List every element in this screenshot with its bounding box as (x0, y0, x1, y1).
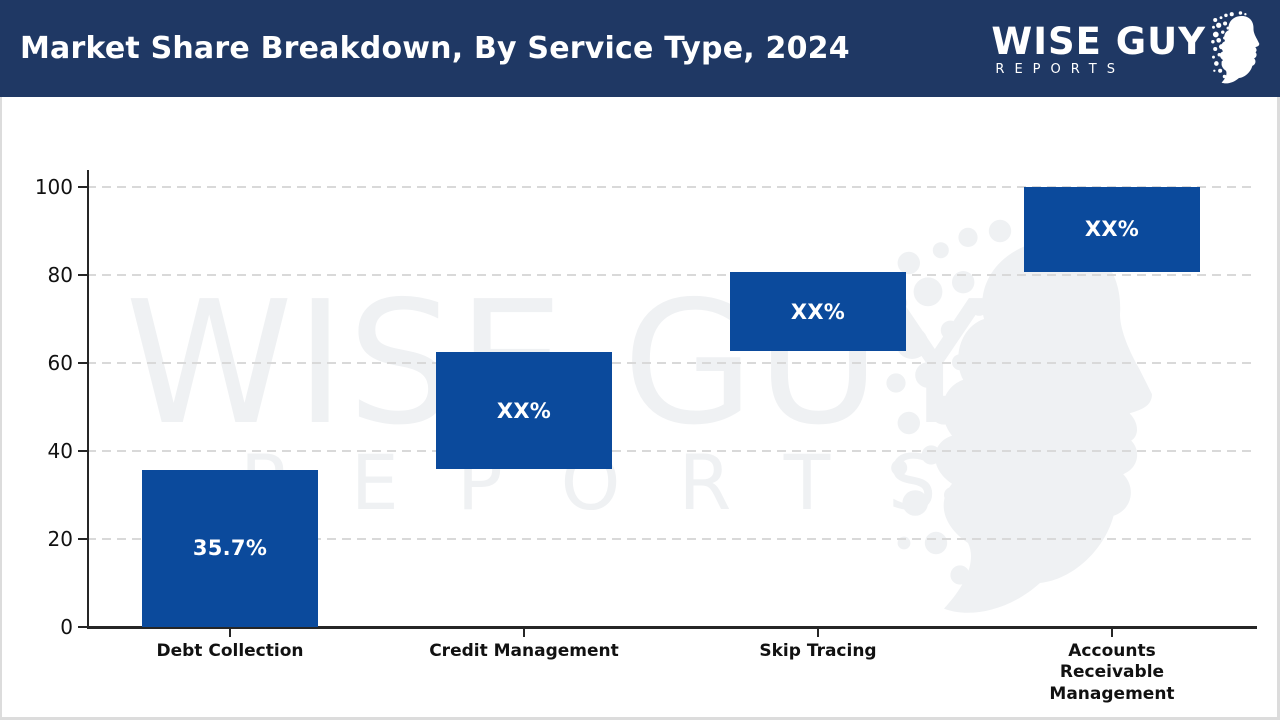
y-tick-mark (78, 274, 87, 276)
y-tick-mark (78, 538, 87, 540)
x-tick-mark (1111, 629, 1113, 637)
x-category-label: Skip Tracing (759, 641, 877, 661)
x-category-label: Accounts Receivable Management (1049, 641, 1175, 704)
brand-logo: WISE GUY REPORTS (991, 8, 1268, 90)
header-bar: Market Share Breakdown, By Service Type,… (0, 0, 1280, 97)
gridline-20 (87, 538, 1257, 540)
brand-head-icon (1211, 11, 1260, 84)
bar-credit-management: XX% (436, 352, 612, 470)
bar-accounts-receivable-management: XX% (1024, 187, 1200, 272)
brand-subtitle-text: REPORTS (995, 61, 1126, 77)
brand-name-text: WISE GUY (991, 19, 1206, 63)
y-tick-label: 60 (47, 351, 73, 375)
y-tick-label: 80 (47, 263, 73, 287)
page-border-left (0, 97, 2, 720)
y-tick-mark (78, 450, 87, 452)
x-category-label: Credit Management (429, 641, 619, 661)
gridline-60 (87, 362, 1257, 364)
gridline-80 (87, 274, 1257, 276)
x-tick-mark (523, 629, 525, 637)
y-tick-label: 40 (47, 439, 73, 463)
page-border-bottom (0, 717, 1280, 720)
y-tick-label: 20 (47, 527, 73, 551)
chart-canvas: WISE GUY REPORTS 0 20 40 60 80 100 35.7% Debt C… (0, 97, 1280, 720)
chart-title: Market Share Breakdown, By Service Type,… (20, 31, 850, 66)
y-axis-line (87, 170, 89, 629)
y-tick-mark (78, 362, 87, 364)
x-axis-line (87, 626, 1257, 629)
bar-debt-collection: 35.7% (142, 469, 318, 627)
gridline-100 (87, 186, 1257, 188)
y-tick-label: 100 (34, 175, 73, 199)
y-tick-mark (78, 186, 87, 188)
brand-wordmark: WISE GUY REPORTS (991, 23, 1206, 76)
y-tick-label: 0 (60, 615, 73, 639)
watermark-head-icon (886, 215, 1152, 613)
gridline-40 (87, 450, 1257, 452)
bar-value-label: 35.7% (192, 536, 268, 561)
bar-value-label: XX% (1084, 217, 1140, 242)
bar-value-label: XX% (790, 299, 846, 324)
page-border-right (1277, 97, 1280, 720)
x-tick-mark (229, 629, 231, 637)
x-category-label: Debt Collection (156, 641, 304, 661)
y-tick-mark (78, 626, 87, 628)
bar-value-label: XX% (496, 398, 552, 423)
x-tick-mark (817, 629, 819, 637)
bar-skip-tracing: XX% (730, 272, 906, 352)
